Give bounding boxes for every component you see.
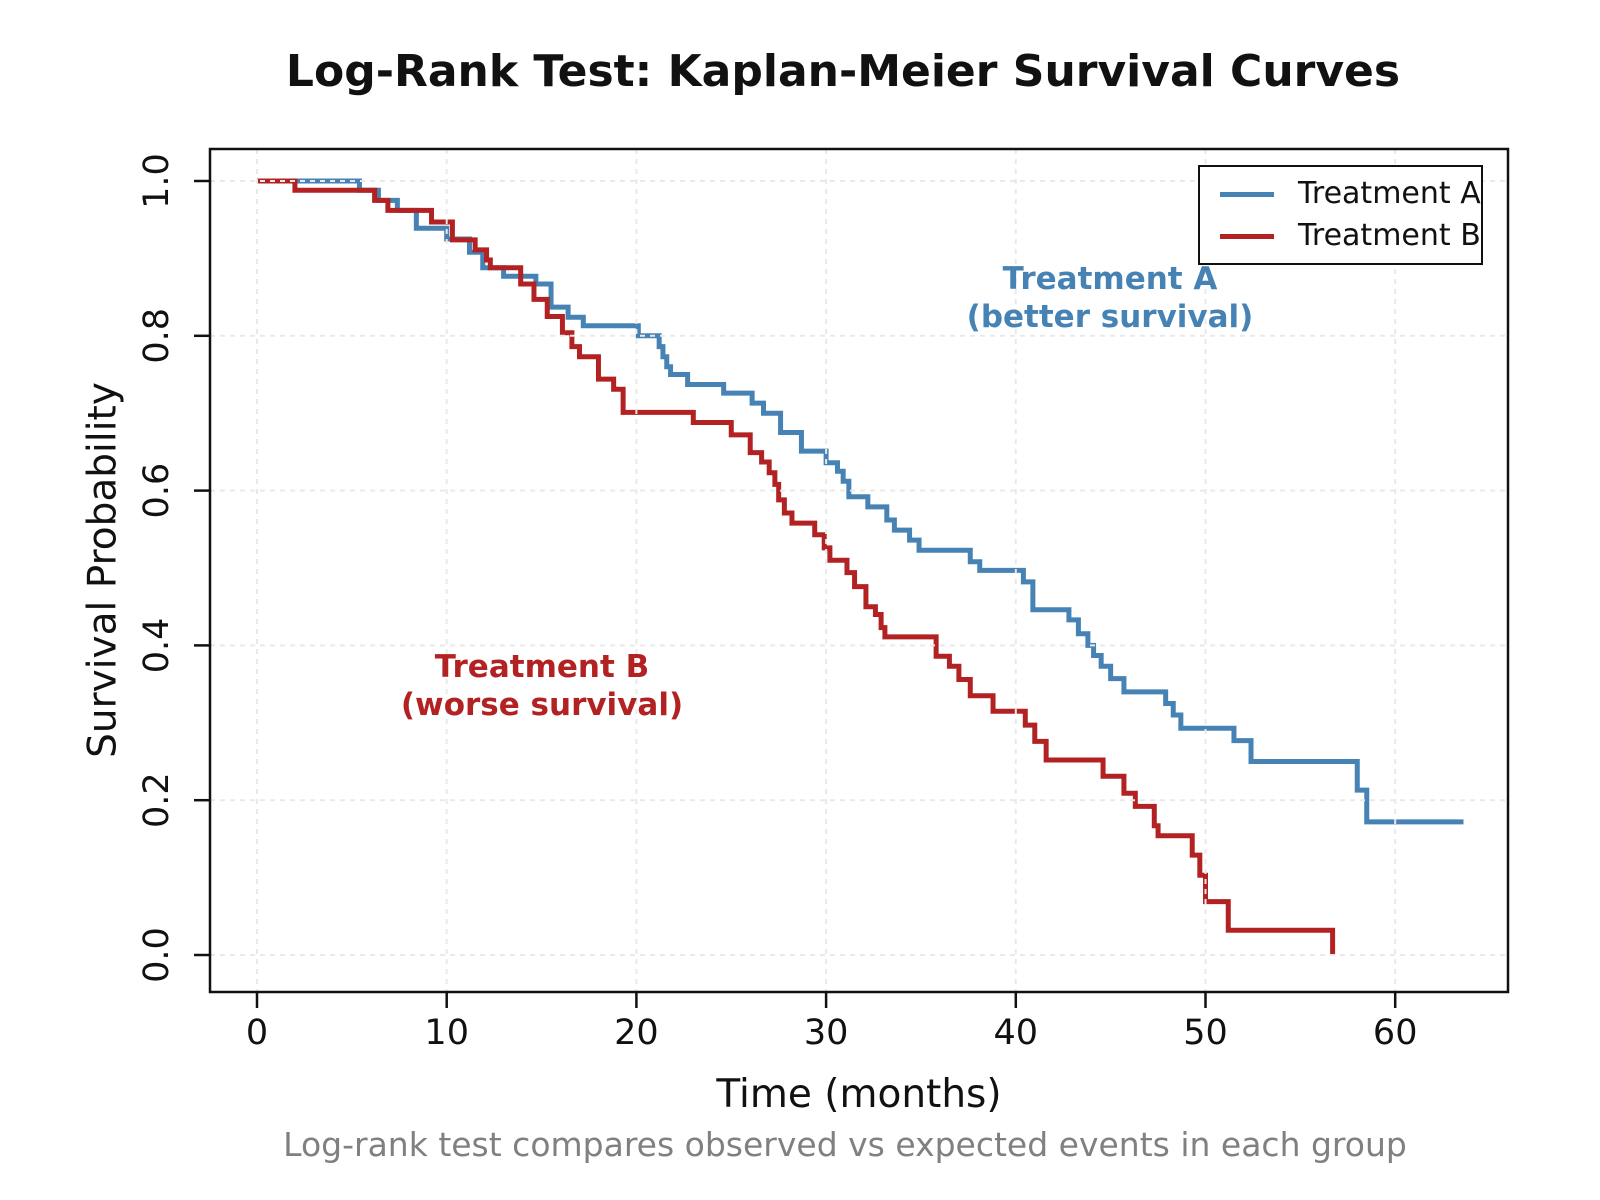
plot-background (210, 149, 1508, 992)
chart-title: Log-Rank Test: Kaplan-Meier Survival Cur… (285, 46, 1401, 97)
legend-label-treatment-a: Treatment A (1298, 176, 1481, 211)
x-tick-label: 20 (614, 1013, 659, 1053)
y-tick-label: 0.6 (137, 463, 177, 519)
annotation-treatment-a-line1: Treatment A (1002, 261, 1218, 297)
annotation-treatment-b: Treatment B (worse survival) (401, 648, 683, 724)
legend-line-treatment-b-icon (1220, 233, 1274, 239)
survival-curve-treatment-b (257, 178, 1336, 955)
y-tick-label: 0.0 (137, 927, 177, 983)
footer-caption: Log-rank test compares observed vs expec… (283, 1125, 1407, 1164)
annotation-treatment-b-line2: (worse survival) (400, 687, 684, 723)
x-tick-label: 60 (1373, 1013, 1418, 1053)
x-tick-label: 10 (424, 1013, 469, 1053)
annotation-treatment-b-line1: Treatment B (434, 649, 650, 685)
legend-label-treatment-b: Treatment B (1298, 218, 1481, 253)
legend-line-treatment-a-icon (1220, 191, 1274, 197)
annotation-treatment-a: Treatment A (better survival) (967, 260, 1254, 336)
y-tick-label: 0.4 (137, 618, 177, 674)
x-axis-label: Time (months) (716, 1072, 1002, 1117)
plot-border (208, 147, 1510, 994)
annotation-treatment-a-line2: (better survival) (966, 299, 1254, 335)
x-tick-label: 50 (1183, 1013, 1228, 1053)
x-tick-label: 30 (804, 1013, 849, 1053)
y-tick-label: 0.8 (137, 308, 177, 364)
legend: Treatment A Treatment B (1198, 165, 1483, 265)
x-tick-label: 0 (246, 1013, 268, 1053)
legend-row-treatment-a: Treatment A (1200, 177, 1481, 211)
y-tick-label: 1.0 (137, 153, 177, 209)
survival-curve-treatment-a (257, 178, 1464, 825)
x-tick-label: 40 (994, 1013, 1039, 1053)
y-axis-label: Survival Probability (80, 382, 126, 758)
y-tick-label: 0.2 (137, 772, 177, 828)
legend-row-treatment-b: Treatment B (1200, 219, 1481, 253)
